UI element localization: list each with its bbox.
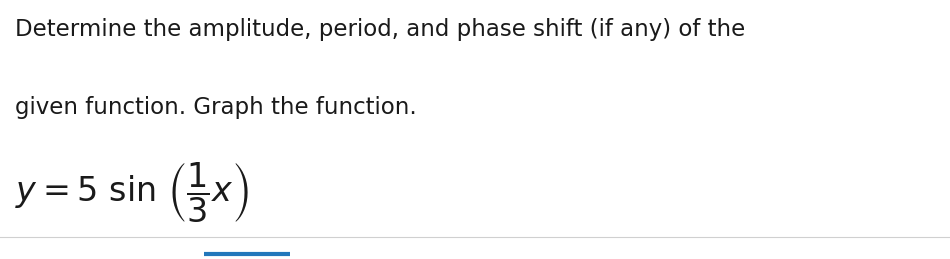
Text: given function. Graph the function.: given function. Graph the function.	[15, 96, 417, 119]
Text: $y = 5\ \mathrm{sin}\ \left(\dfrac{1}{3}x\right)$: $y = 5\ \mathrm{sin}\ \left(\dfrac{1}{3}…	[15, 161, 249, 225]
Text: Determine the amplitude, period, and phase shift (if any) of the: Determine the amplitude, period, and pha…	[15, 18, 746, 41]
